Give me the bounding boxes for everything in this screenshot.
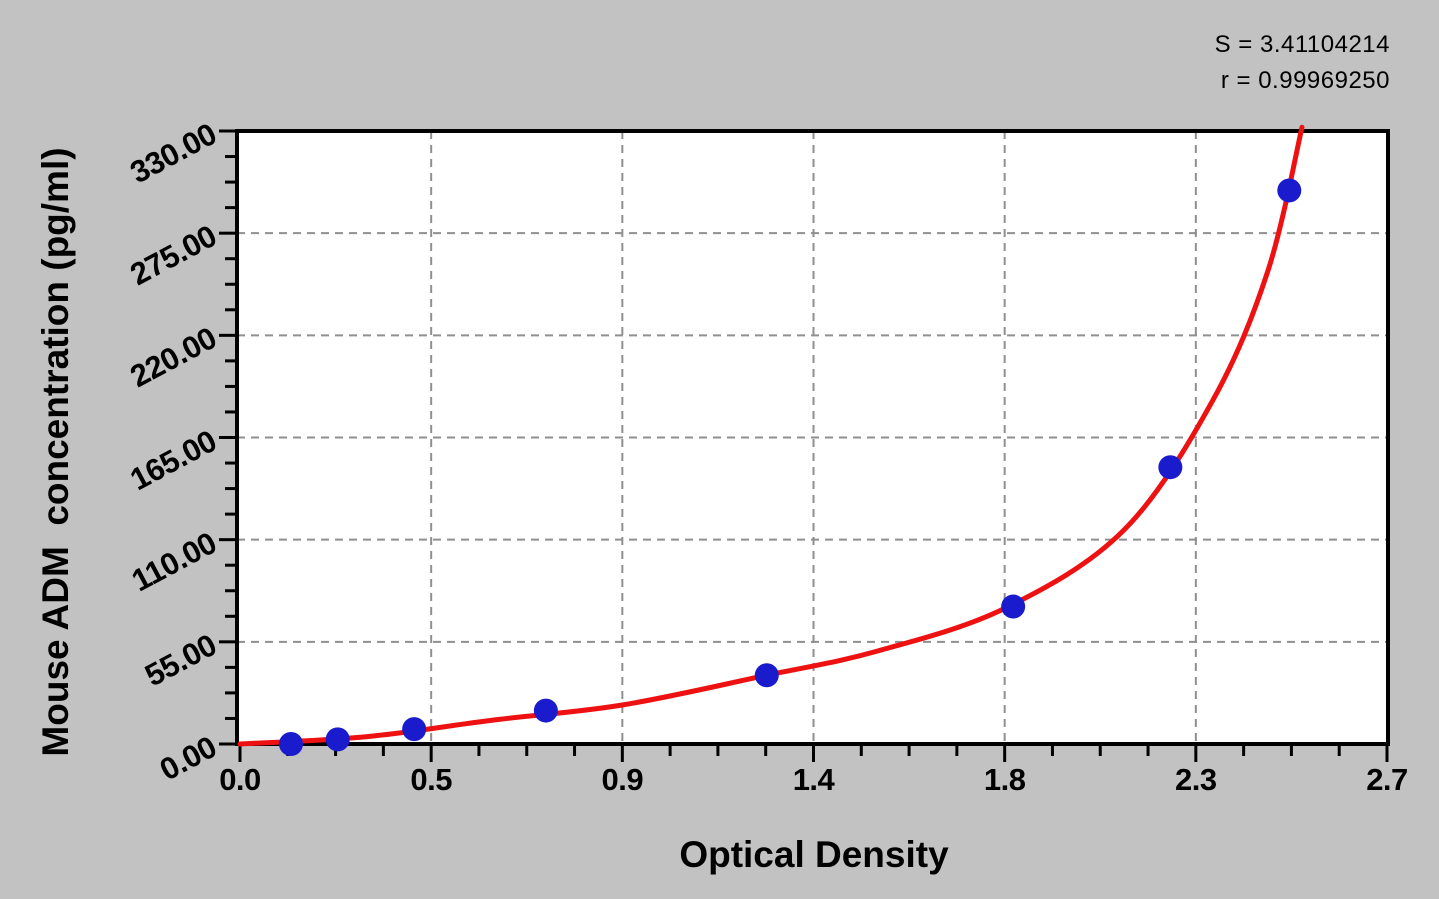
data-point <box>402 717 427 742</box>
x-tick-label: 2.7 <box>1366 762 1408 797</box>
fit-curve <box>237 124 1305 747</box>
data-point <box>533 698 558 723</box>
x-tick-label: 0.0 <box>219 762 261 797</box>
data-point <box>1001 594 1026 619</box>
x-axis-title: Optical Density <box>679 834 949 875</box>
x-tick-label: 1.4 <box>792 762 835 797</box>
x-tick-label: 1.8 <box>983 762 1026 797</box>
data-point <box>325 727 350 752</box>
y-axis-title: Mouse ADM concentration (pg/ml) <box>35 147 76 757</box>
x-tick-label: 2.3 <box>1175 762 1217 797</box>
data-point <box>1277 178 1302 203</box>
data-point <box>278 732 303 756</box>
annotation-s-value: S = 3.41104214 <box>1214 31 1390 58</box>
x-tick-label: 0.5 <box>410 762 452 797</box>
x-tick-label: 0.9 <box>601 762 644 797</box>
data-point <box>754 663 779 688</box>
annotation-r-value: r = 0.99969250 <box>1220 67 1390 94</box>
data-point <box>1158 455 1183 480</box>
axis-border <box>235 129 1390 746</box>
